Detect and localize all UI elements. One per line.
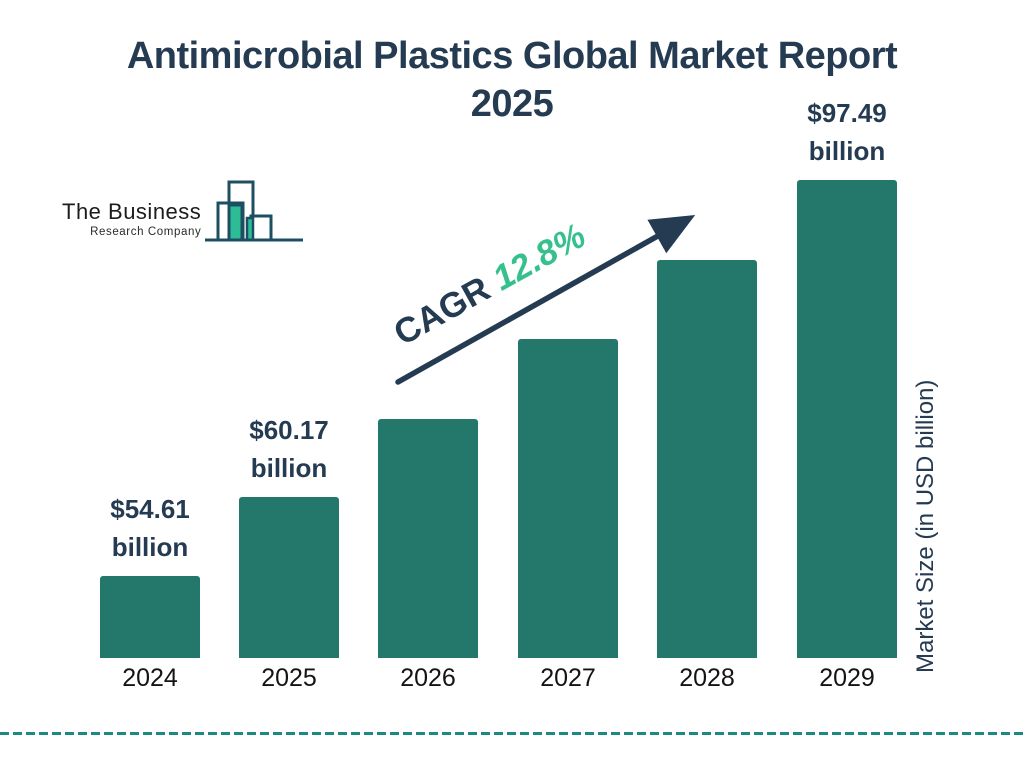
title-line-1: Antimicrobial Plastics Global Market Rep…	[126, 35, 898, 77]
x-tick-2024: 2024	[122, 664, 178, 692]
logo-name-primary: The Business	[62, 199, 202, 224]
bar-2025	[239, 497, 339, 658]
y-axis-label: Market Size (in USD billion)	[912, 379, 939, 673]
company-logo-text: The Business Research Company	[62, 199, 201, 244]
value-label-2029: $97.49 billion	[807, 98, 887, 166]
bar-2028	[657, 260, 757, 658]
bottom-divider	[0, 732, 1024, 735]
x-tick-2026: 2026	[400, 664, 456, 692]
bar-2027	[518, 339, 618, 658]
bar-2026	[378, 419, 478, 658]
value-label-2024: $54.61 billion	[110, 494, 190, 562]
logo-name-secondary: Research Company	[90, 226, 202, 238]
company-logo: The Business Research Company	[62, 180, 305, 244]
x-tick-2028: 2028	[679, 664, 735, 692]
value-label-2025: $60.17 billion	[249, 415, 329, 483]
x-tick-2025: 2025	[261, 664, 317, 692]
x-tick-2027: 2027	[540, 664, 596, 692]
x-tick-2029: 2029	[819, 664, 875, 692]
page-title: Antimicrobial Plastics Global Market Rep…	[0, 32, 1024, 128]
title-line-2: 2025	[470, 83, 554, 125]
bar-chart-logo-icon	[205, 180, 304, 242]
bar-2024	[100, 576, 200, 658]
bar-2029	[797, 180, 897, 658]
